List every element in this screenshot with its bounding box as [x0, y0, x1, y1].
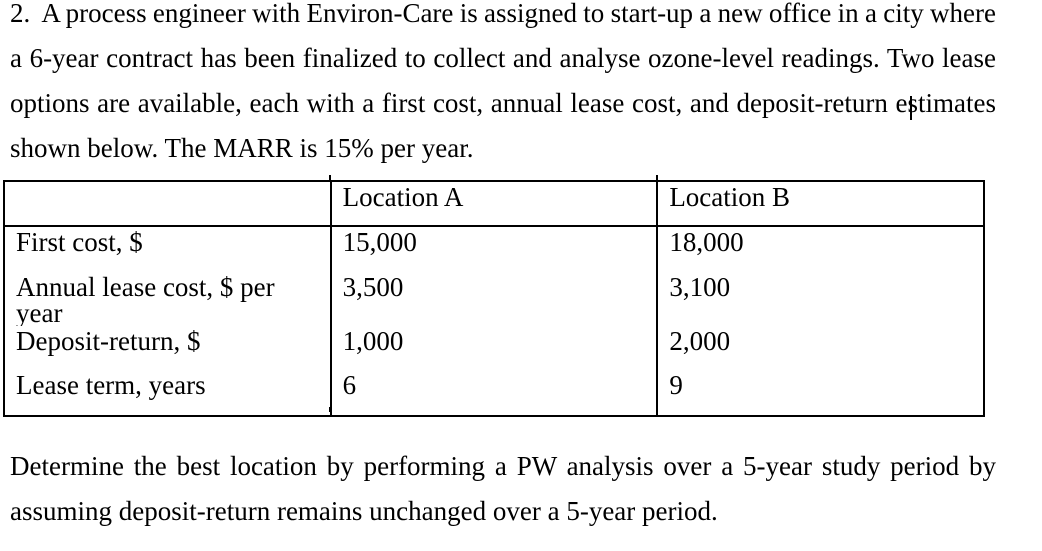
value-location-a: 6: [329, 370, 658, 416]
value-location-b: 2,000: [656, 325, 984, 370]
lease-options-table: Location A Location B First cost, $ 15,0…: [3, 180, 985, 417]
row-label: Lease term, years: [16, 370, 206, 400]
value-location-a: 15,000: [329, 226, 658, 272]
paragraph-line: shown below. The MARR is 15% per year.: [10, 133, 474, 163]
table-border-tick: [656, 407, 658, 412]
row-label: Annual lease cost, $ per year: [16, 271, 275, 326]
problem-statement-paragraph: 2. A process engineer with Environ-Care …: [10, 0, 996, 171]
table-row: Deposit-return, $ 1,000 2,000: [4, 325, 984, 370]
paragraph-line: Determine the best location by performin…: [10, 451, 996, 481]
paragraph-line: a 6-year contract has been finalized to …: [10, 43, 996, 73]
table-border-tick: [983, 407, 985, 411]
table-border-tick: [329, 407, 331, 412]
table-header-location-a: Location A: [329, 181, 658, 227]
text-cursor: [910, 96, 912, 120]
table-border-tick: [656, 175, 658, 180]
value-location-b: 9: [656, 370, 984, 416]
row-label: Deposit-return, $: [16, 325, 201, 356]
table-border-tick: [329, 175, 331, 180]
row-label: First cost, $: [16, 227, 143, 257]
table-header-location-b: Location B: [656, 181, 984, 227]
question-paragraph: Determine the best location by performin…: [10, 444, 996, 534]
table-row: Annual lease cost, $ per year 3,500 3,10…: [4, 271, 984, 326]
paragraph-line: 2. A process engineer with Environ-Care …: [10, 0, 996, 28]
table-header-row: Location A Location B: [4, 181, 984, 227]
value-location-b: 3,100: [656, 271, 984, 326]
value-location-a: 3,500: [329, 271, 658, 326]
value-location-b: 18,000: [656, 226, 984, 272]
table-row: First cost, $ 15,000 18,000: [4, 226, 984, 272]
table-header-empty-cell: [4, 181, 331, 227]
paragraph-line: assuming deposit-return remains unchange…: [10, 496, 718, 526]
value-location-a: 1,000: [329, 325, 658, 370]
table-row: Lease term, years 6 9: [4, 370, 984, 416]
paragraph-line: options are available, each with a first…: [10, 88, 996, 118]
